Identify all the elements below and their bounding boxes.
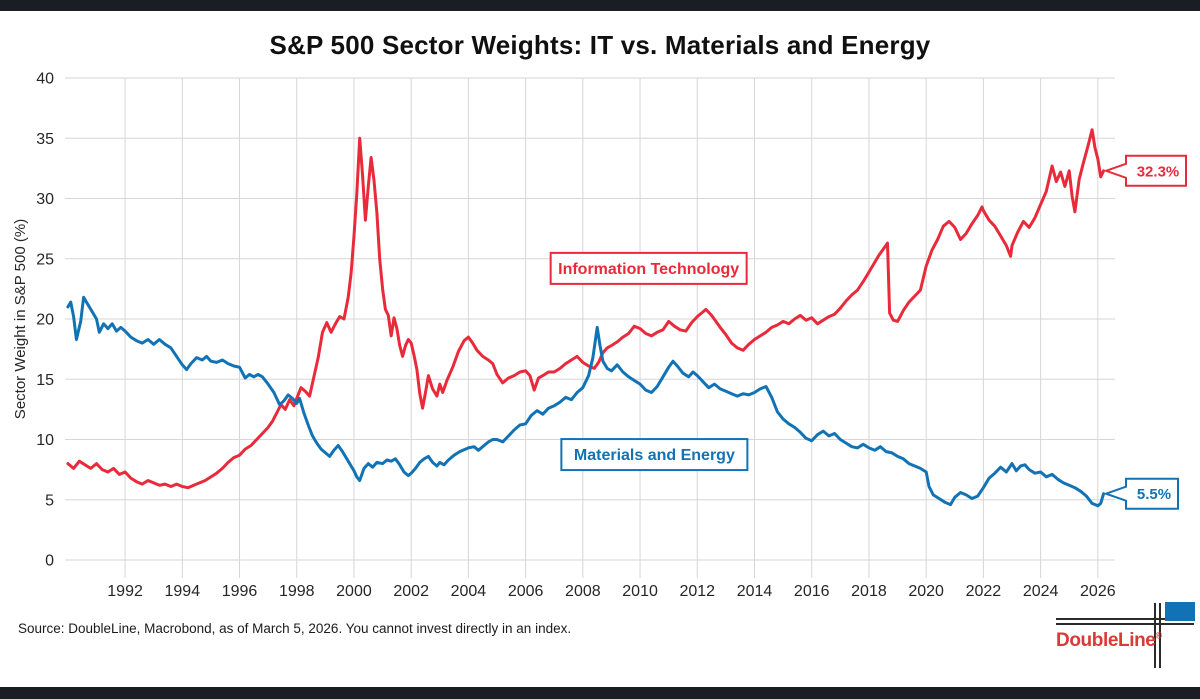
x-axis-tick-label: 1996	[222, 583, 258, 600]
x-axis-tick-label: 2010	[622, 583, 658, 600]
logo-wordmark: DoubleLine®	[1056, 630, 1162, 652]
x-axis-tick-label: 2024	[1023, 583, 1059, 600]
x-axis-tick-label: 1998	[279, 583, 315, 600]
x-axis-tick-label: 2008	[565, 583, 601, 600]
logo-registered-mark: ®	[1155, 630, 1162, 641]
y-axis-tick-label: 40	[36, 71, 54, 88]
x-axis-tick-label: 2004	[451, 583, 487, 600]
logo-horizontal-rule-1	[1056, 618, 1194, 620]
bottom-letterbox-bar	[0, 687, 1200, 699]
logo-blue-square	[1165, 602, 1195, 621]
series-line-materials-and-energy	[66, 295, 1106, 508]
x-axis-tick-label: 2016	[794, 583, 830, 600]
y-axis-tick-label: 25	[36, 251, 54, 268]
end-value-label-information-technology: 32.3%	[1137, 163, 1180, 180]
y-axis-tick-label: 0	[45, 553, 54, 570]
y-axis-tick-label: 30	[36, 191, 54, 208]
x-axis-tick-label: 1994	[165, 583, 201, 600]
x-axis-tick-label: 2018	[851, 583, 887, 600]
top-letterbox-bar	[0, 0, 1200, 11]
x-axis-tick-label: 2006	[508, 583, 544, 600]
series-label-text-information-technology: Information Technology	[558, 261, 739, 278]
end-value-label-materials-and-energy: 5.5%	[1137, 486, 1171, 503]
x-axis-tick-label: 2022	[966, 583, 1002, 600]
x-axis-tick-label: 2026	[1080, 583, 1116, 600]
x-axis-tick-label: 2000	[336, 583, 372, 600]
end-value-callout-materials-and-energy	[1102, 477, 1179, 510]
logo-wordmark-text: DoubleLine	[1056, 630, 1156, 651]
series-line-information-technology	[66, 128, 1106, 490]
series-label-box-information-technology	[549, 251, 748, 285]
logo-vertical-rule-2	[1159, 603, 1161, 668]
y-axis-tick-label: 15	[36, 372, 54, 389]
x-axis-tick-label: 1992	[107, 583, 143, 600]
y-axis-tick-label: 10	[36, 432, 54, 449]
x-axis-tick-label: 2020	[908, 583, 944, 600]
sector-weights-plot: 0 5 10 15 20 25 30 35 40 1992 1994 1996 1998 2000 2002…	[12, 71, 1187, 600]
x-axis-tick-label: 2002	[393, 583, 429, 600]
chart-title: S&P 500 Sector Weights: IT vs. Materials…	[269, 30, 931, 60]
y-axis-title: Sector Weight in S&P 500 (%)	[12, 219, 29, 419]
source-note: Source: DoubleLine, Macrobond, as of Mar…	[18, 621, 572, 636]
x-axis-tick-label: 2012	[679, 583, 715, 600]
logo-horizontal-rule-2	[1056, 623, 1194, 625]
x-axis-tick-label: 2014	[737, 583, 773, 600]
series-label-box-materials-and-energy	[560, 438, 749, 472]
end-value-callout-information-technology	[1102, 154, 1187, 187]
y-axis-tick-label: 35	[36, 131, 54, 148]
y-axis-tick-label: 20	[36, 312, 54, 329]
y-axis-tick-label: 5	[45, 492, 54, 509]
logo-vertical-rule-1	[1154, 603, 1156, 668]
series-label-text-materials-and-energy: Materials and Energy	[574, 447, 735, 464]
